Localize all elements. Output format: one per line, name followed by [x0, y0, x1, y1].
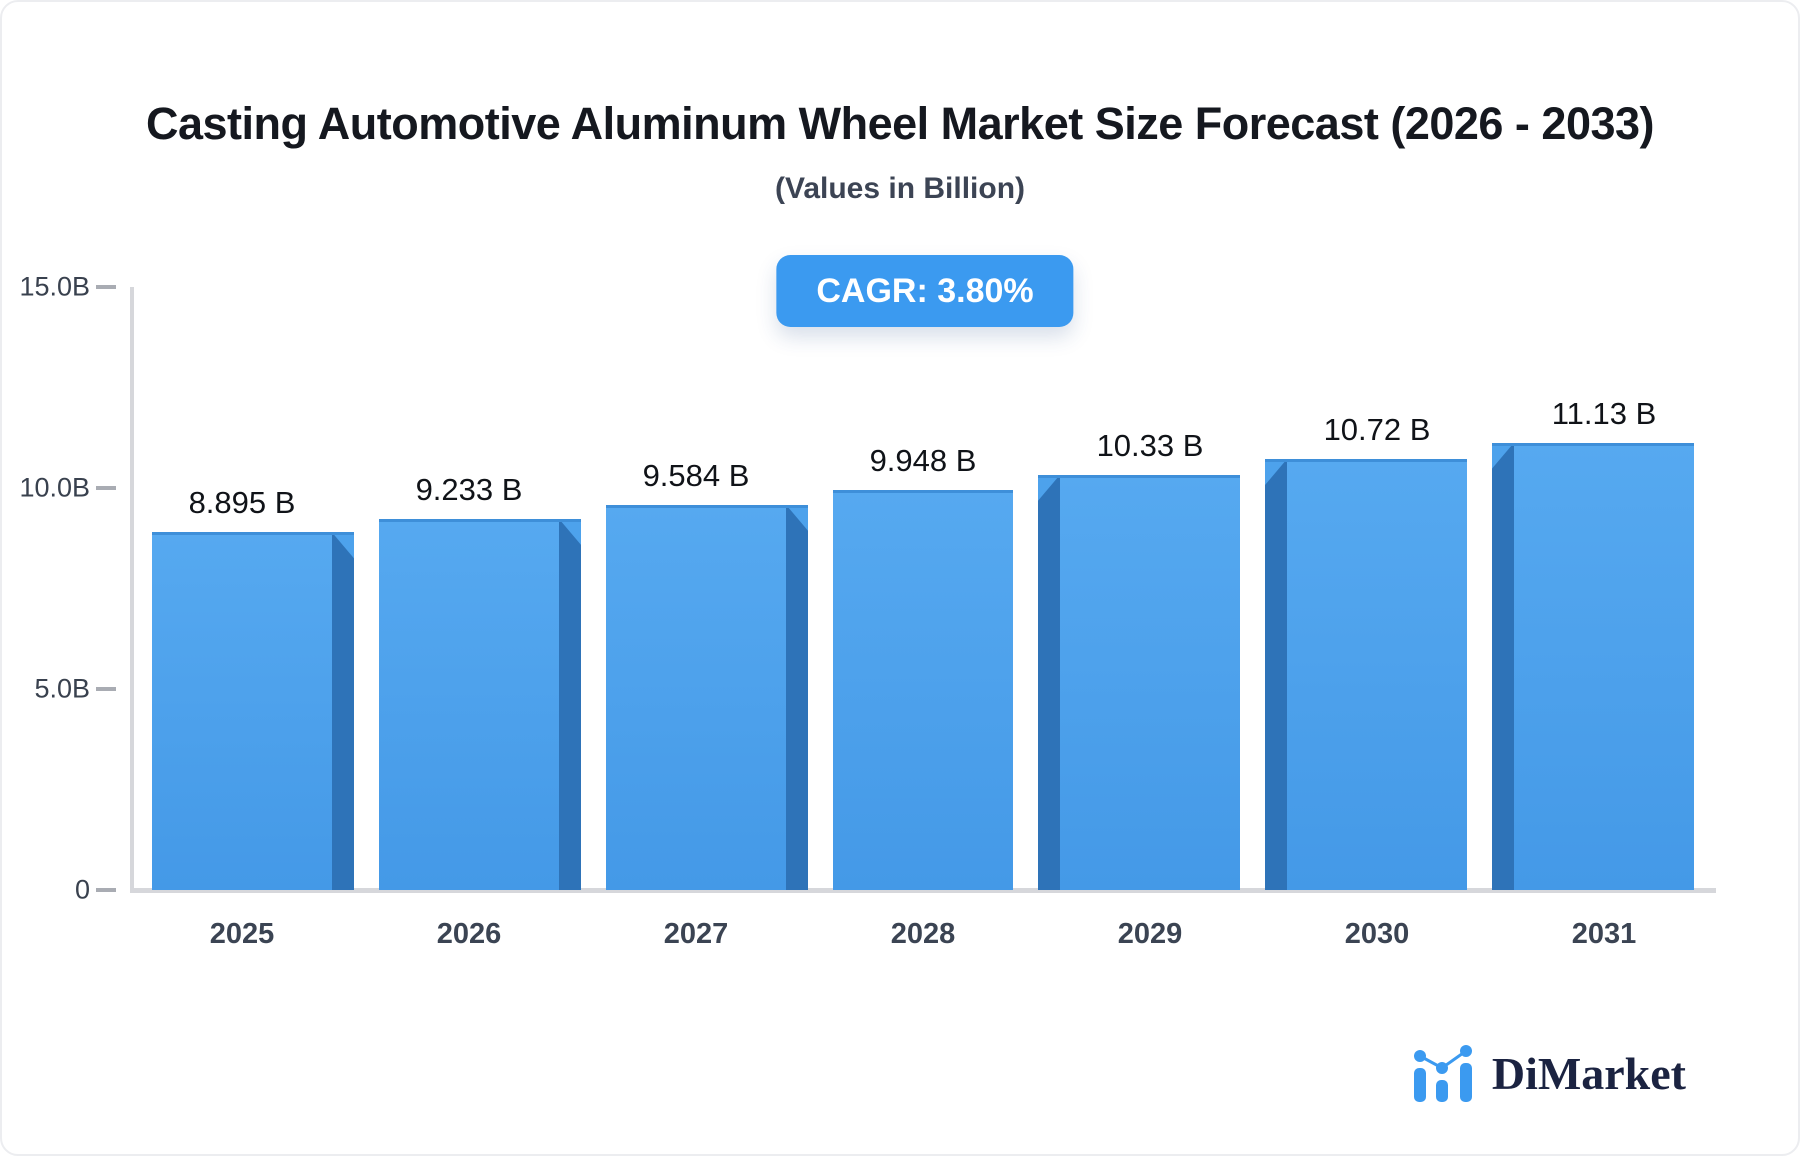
bar-top-edge: [152, 532, 354, 536]
bar-3d-side: [559, 518, 581, 890]
y-axis-line: [130, 287, 134, 892]
y-axis-tick: [96, 486, 116, 490]
bar-3d-side-shade: [559, 518, 581, 890]
bar-3d-side: [1265, 459, 1287, 890]
x-axis-category-label: 2029: [1117, 918, 1183, 950]
y-axis-tick-label: 10.0B: [19, 472, 90, 503]
y-axis-tick-label: 0: [74, 874, 90, 905]
bar-top-edge: [1038, 474, 1240, 478]
x-axis-line: [130, 888, 1716, 893]
bar-face: [1287, 459, 1467, 890]
bar-2028[interactable]: [833, 490, 1013, 890]
bar-3d-side-shade: [1038, 474, 1060, 890]
bar-face: [152, 532, 332, 890]
bar-face: [1060, 474, 1240, 890]
bar-3d-side: [1038, 474, 1060, 890]
bar-value-label: 11.13 B: [1551, 395, 1657, 431]
y-axis-tick-label: 5.0B: [34, 673, 90, 704]
x-axis-category-label: 2026: [436, 918, 502, 950]
bar-2027[interactable]: [606, 504, 808, 890]
y-axis-tick: [96, 285, 116, 289]
y-axis-tick-label: 15.0B: [19, 271, 90, 302]
bar-face: [379, 518, 559, 890]
bar-top-edge: [1492, 442, 1694, 446]
bar-2031[interactable]: [1492, 442, 1694, 890]
bar-3d-side-shade: [786, 504, 808, 890]
y-axis-tick: [96, 888, 116, 892]
x-axis-category-label: 2031: [1571, 918, 1637, 950]
bar-top-edge: [379, 518, 581, 522]
x-axis-category-label: 2025: [209, 918, 275, 950]
bar-3d-side-shade: [1492, 442, 1514, 890]
bar-top-edge: [1265, 459, 1467, 463]
bar-3d-side-shade: [332, 532, 354, 890]
y-axis-tick: [96, 687, 116, 691]
bar-value-label: 9.948 B: [869, 443, 977, 479]
bar-face: [606, 504, 786, 890]
chart-subtitle: (Values in Billion): [774, 172, 1026, 205]
bar-top-edge: [833, 490, 1013, 494]
bar-2029[interactable]: [1038, 474, 1240, 890]
bar-3d-side: [332, 532, 354, 890]
bar-value-label: 10.72 B: [1323, 412, 1431, 448]
bar-value-label: 9.584 B: [642, 457, 750, 493]
bar-value-label: 9.233 B: [415, 471, 523, 507]
bar-3d-side: [786, 504, 808, 890]
cagr-badge: CAGR: 3.80%: [776, 255, 1074, 327]
x-axis-category-label: 2028: [890, 918, 956, 950]
bar-2030[interactable]: [1265, 459, 1467, 890]
bar-value-label: 8.895 B: [188, 485, 296, 521]
brand-logo-text: DiMarket: [1491, 1047, 1686, 1099]
bar-face: [833, 490, 1013, 890]
bar-3d-side-shade: [1265, 459, 1287, 890]
chart-title: Casting Automotive Aluminum Wheel Market…: [145, 98, 1655, 149]
bar-3d-side: [1492, 442, 1514, 890]
bar-face: [1514, 442, 1694, 890]
bar-2025[interactable]: [152, 532, 354, 890]
bar-top-edge: [606, 504, 808, 508]
bar-value-label: 10.33 B: [1096, 427, 1204, 463]
bar-2026[interactable]: [379, 518, 581, 890]
x-axis-category-label: 2030: [1344, 918, 1410, 950]
x-axis-category-label: 2027: [663, 918, 729, 950]
brand-logo: DiMarket: [1412, 1042, 1686, 1104]
dimarket-logo-icon: [1413, 1045, 1472, 1102]
